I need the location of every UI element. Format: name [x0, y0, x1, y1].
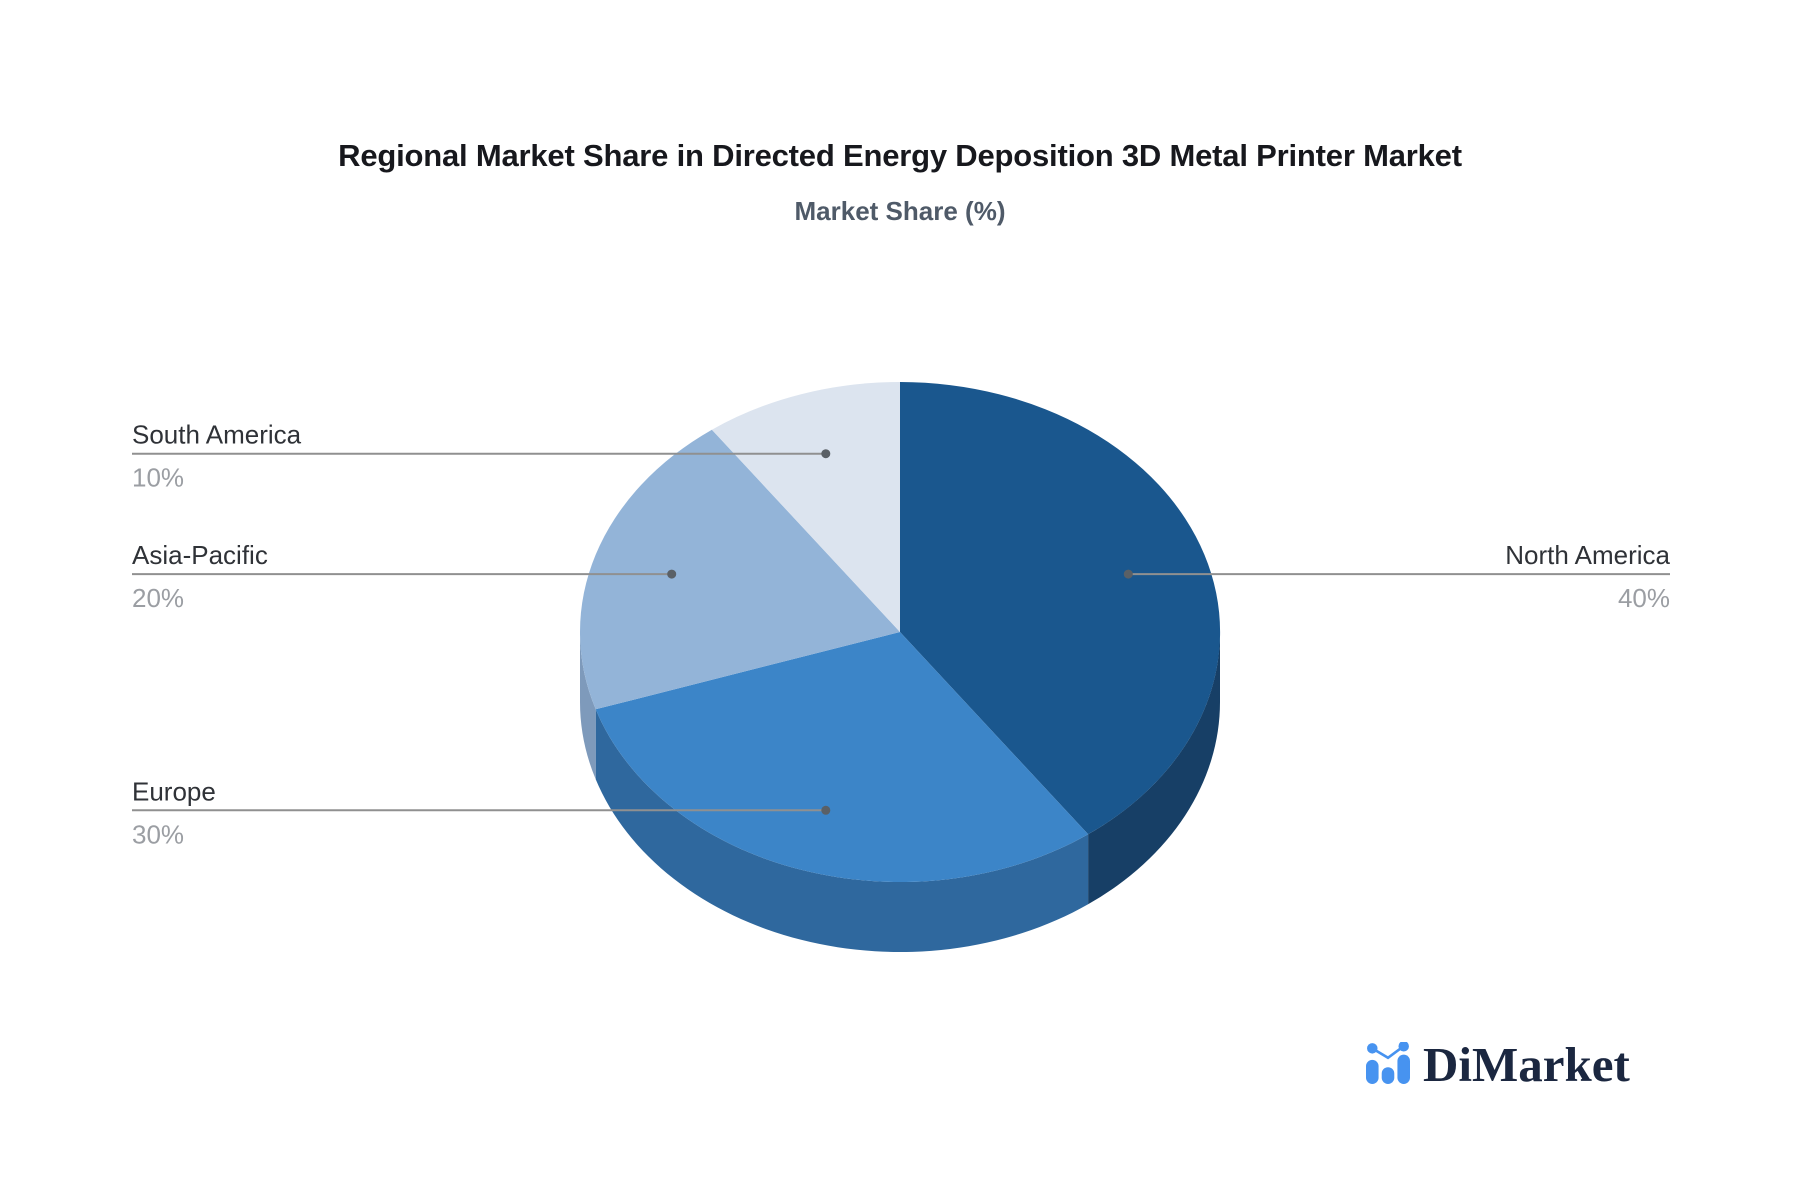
- dimarket-logo: DiMarket: [1366, 1037, 1630, 1093]
- pie-label-europe: Europe: [132, 776, 216, 806]
- leader-dot-europe: [821, 805, 831, 815]
- pie-value-europe: 30%: [132, 819, 184, 849]
- logo-bar-left: [1366, 1059, 1379, 1084]
- leader-dot-north-america: [1123, 569, 1133, 579]
- pie-label-asia-pacific: Asia-Pacific: [132, 540, 268, 570]
- pie-slice-side-europe: [595, 709, 1089, 953]
- pie-slice-north-america[interactable]: [900, 382, 1221, 835]
- pie-value-south-america: 10%: [132, 463, 184, 493]
- leader-dot-south-america: [821, 449, 831, 459]
- logo-dot-left: [1367, 1043, 1378, 1054]
- pie-slice-south-america[interactable]: [711, 381, 900, 632]
- logo-dot-right: [1398, 1042, 1409, 1052]
- chart-title: Regional Market Share in Directed Energy…: [338, 138, 1462, 173]
- dimarket-logo-text: DiMarket: [1423, 1037, 1630, 1093]
- pie-value-north-america: 40%: [1618, 583, 1670, 613]
- pie-slice-side-north-america: [1088, 632, 1221, 905]
- pie-slice-side-asia-pacific: [580, 632, 596, 780]
- logo-bar-right: [1397, 1054, 1410, 1084]
- logo-trend-line: [1371, 1045, 1405, 1060]
- pie-value-asia-pacific: 20%: [132, 583, 184, 613]
- pie-slice-asia-pacific[interactable]: [579, 429, 900, 710]
- leader-dot-asia-pacific: [667, 569, 677, 579]
- logo-bar-middle: [1381, 1067, 1395, 1084]
- dimarket-logo-icon: [1366, 1042, 1410, 1084]
- pie-slice-europe[interactable]: [595, 632, 1089, 883]
- chart-subtitle: Market Share (%): [794, 196, 1006, 226]
- pie-label-south-america: South America: [132, 420, 302, 450]
- pie-label-north-america: North America: [1505, 540, 1670, 570]
